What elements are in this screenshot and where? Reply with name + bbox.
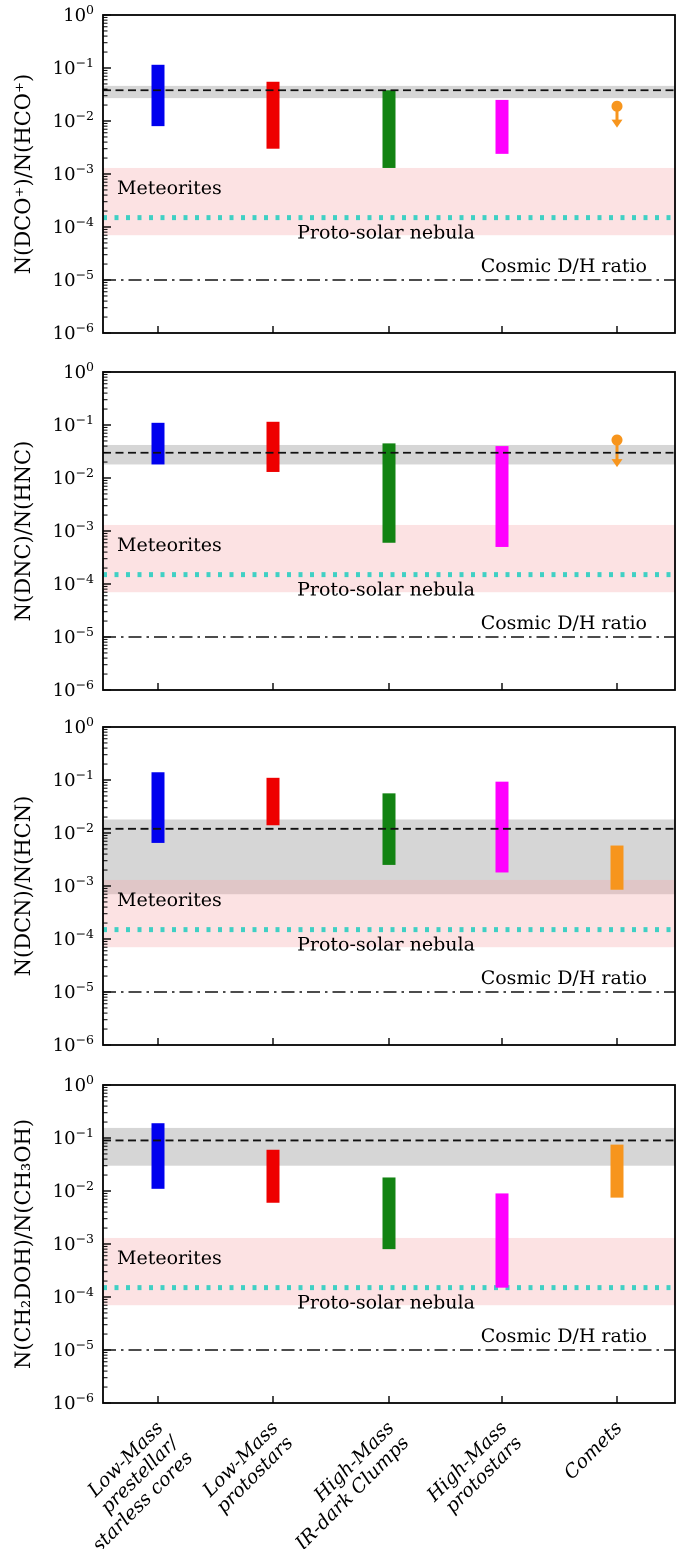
annotation-cosmic-dh-ratio: Cosmic D/H ratio	[481, 967, 647, 989]
annotation-cosmic-dh-ratio: Cosmic D/H ratio	[481, 255, 647, 277]
y-tick-label: 10−4	[53, 1284, 94, 1308]
annotation-meteorites: Meteorites	[117, 177, 222, 199]
y-tick-label: 10−1	[53, 1125, 94, 1149]
y-tick-label: 10−5	[53, 624, 94, 648]
annotation-proto-solar-nebula: Proto-solar nebula	[297, 222, 475, 244]
bar-low-mass-prestellar	[151, 422, 165, 465]
bar-low-mass-protostars	[266, 1149, 280, 1203]
annotation-proto-solar-nebula: Proto-solar nebula	[297, 579, 475, 601]
x-category-label-low-mass-prestellar: Low-Massprestellar/starless cores	[58, 1416, 198, 1549]
x-category-label-comets: Comets	[560, 1417, 627, 1484]
y-tick-label: 10−4	[53, 571, 94, 595]
y-tick-label: 100	[63, 1072, 94, 1096]
y-axis-label: N(CH₂DOH)/N(CH₃OH)	[11, 1119, 35, 1369]
annotation-proto-solar-nebula: Proto-solar nebula	[297, 1292, 475, 1314]
bar-comets	[610, 1144, 624, 1198]
y-tick-label: 10−1	[53, 767, 94, 791]
bar-high-mass-ir-dark-clumps	[382, 793, 396, 865]
y-axis-label: N(DCO⁺)/N(HCO⁺)	[11, 74, 35, 274]
meteorites-band	[103, 167, 675, 236]
y-tick-label: 10−6	[53, 1390, 94, 1414]
y-tick-label: 100	[63, 359, 94, 383]
bar-high-mass-protostars	[495, 1193, 509, 1288]
y-axis-label: N(DNC)/N(HNC)	[11, 441, 35, 622]
y-tick-label: 10−1	[53, 412, 94, 436]
annotation-proto-solar-nebula: Proto-solar nebula	[297, 934, 475, 956]
down-arrow-icon	[611, 459, 623, 468]
bar-high-mass-ir-dark-clumps	[382, 443, 396, 543]
y-tick-label: 10−2	[53, 820, 94, 844]
bar-high-mass-protostars	[495, 781, 509, 873]
y-tick-label: 10−2	[53, 108, 94, 132]
x-category-label-high-mass-protostars: High-Massprotostars	[422, 1417, 527, 1522]
x-category-label-low-mass-protostars: Low-Massprotostars	[197, 1417, 298, 1518]
bar-high-mass-ir-dark-clumps	[382, 90, 396, 168]
bar-high-mass-protostars	[495, 446, 509, 547]
y-tick-label: 10−5	[53, 1337, 94, 1361]
y-tick-label: 10−5	[53, 979, 94, 1003]
y-tick-label: 10−3	[53, 161, 94, 185]
upper-limit-marker-comets	[611, 100, 623, 128]
panel-ch2doh-ch3oh: Meteorites Proto-solar nebula Cosmic D/H r…	[11, 1072, 676, 1414]
y-tick-label: 10−6	[53, 1032, 94, 1056]
annotation-meteorites: Meteorites	[117, 534, 222, 556]
annotation-cosmic-dh-ratio: Cosmic D/H ratio	[481, 612, 647, 634]
bar-low-mass-protostars	[266, 81, 280, 149]
y-tick-label: 10−3	[53, 873, 94, 897]
upper-limit-marker-comets	[611, 434, 623, 468]
y-tick-label: 10−4	[53, 214, 94, 238]
y-tick-label: 100	[63, 714, 94, 738]
y-tick-label: 10−2	[53, 465, 94, 489]
y-tick-label: 10−2	[53, 1178, 94, 1202]
bar-low-mass-protostars	[266, 777, 280, 826]
y-tick-label: 10−4	[53, 926, 94, 950]
y-axis-label: N(DCN)/N(HCN)	[11, 796, 35, 977]
x-category-label-high-mass-ir-dark-clumps: High-MassIR-dark Clumps	[275, 1417, 413, 1549]
down-arrow-icon	[611, 119, 623, 128]
bar-low-mass-prestellar	[151, 1123, 165, 1189]
y-tick-label: 10−3	[53, 1231, 94, 1255]
meteorites-band	[103, 879, 675, 948]
y-tick-label: 10−1	[53, 55, 94, 79]
annotation-meteorites: Meteorites	[117, 889, 222, 911]
panel-dco-hco: Meteorites Proto-solar nebula Cosmic D/H r…	[11, 2, 676, 344]
bar-low-mass-prestellar	[151, 772, 165, 843]
bar-low-mass-protostars	[266, 421, 280, 472]
bar-high-mass-protostars	[495, 99, 509, 154]
y-tick-label: 10−5	[53, 267, 94, 291]
annotation-meteorites: Meteorites	[117, 1247, 222, 1269]
y-tick-label: 10−3	[53, 518, 94, 542]
y-tick-label: 10−6	[53, 320, 94, 344]
annotation-cosmic-dh-ratio: Cosmic D/H ratio	[481, 1325, 647, 1347]
y-tick-label: 100	[63, 2, 94, 26]
panel-dnc-hnc: Meteorites Proto-solar nebula Cosmic D/H r…	[11, 359, 676, 701]
bar-high-mass-ir-dark-clumps	[382, 1177, 396, 1250]
bar-comets	[610, 845, 624, 890]
y-tick-label: 10−6	[53, 677, 94, 701]
bar-low-mass-prestellar	[151, 64, 165, 127]
observed-range-band	[103, 1127, 675, 1166]
panel-dcn-hcn: Meteorites Proto-solar nebula Cosmic D/H r…	[11, 714, 676, 1056]
meteorites-band	[103, 1237, 675, 1306]
